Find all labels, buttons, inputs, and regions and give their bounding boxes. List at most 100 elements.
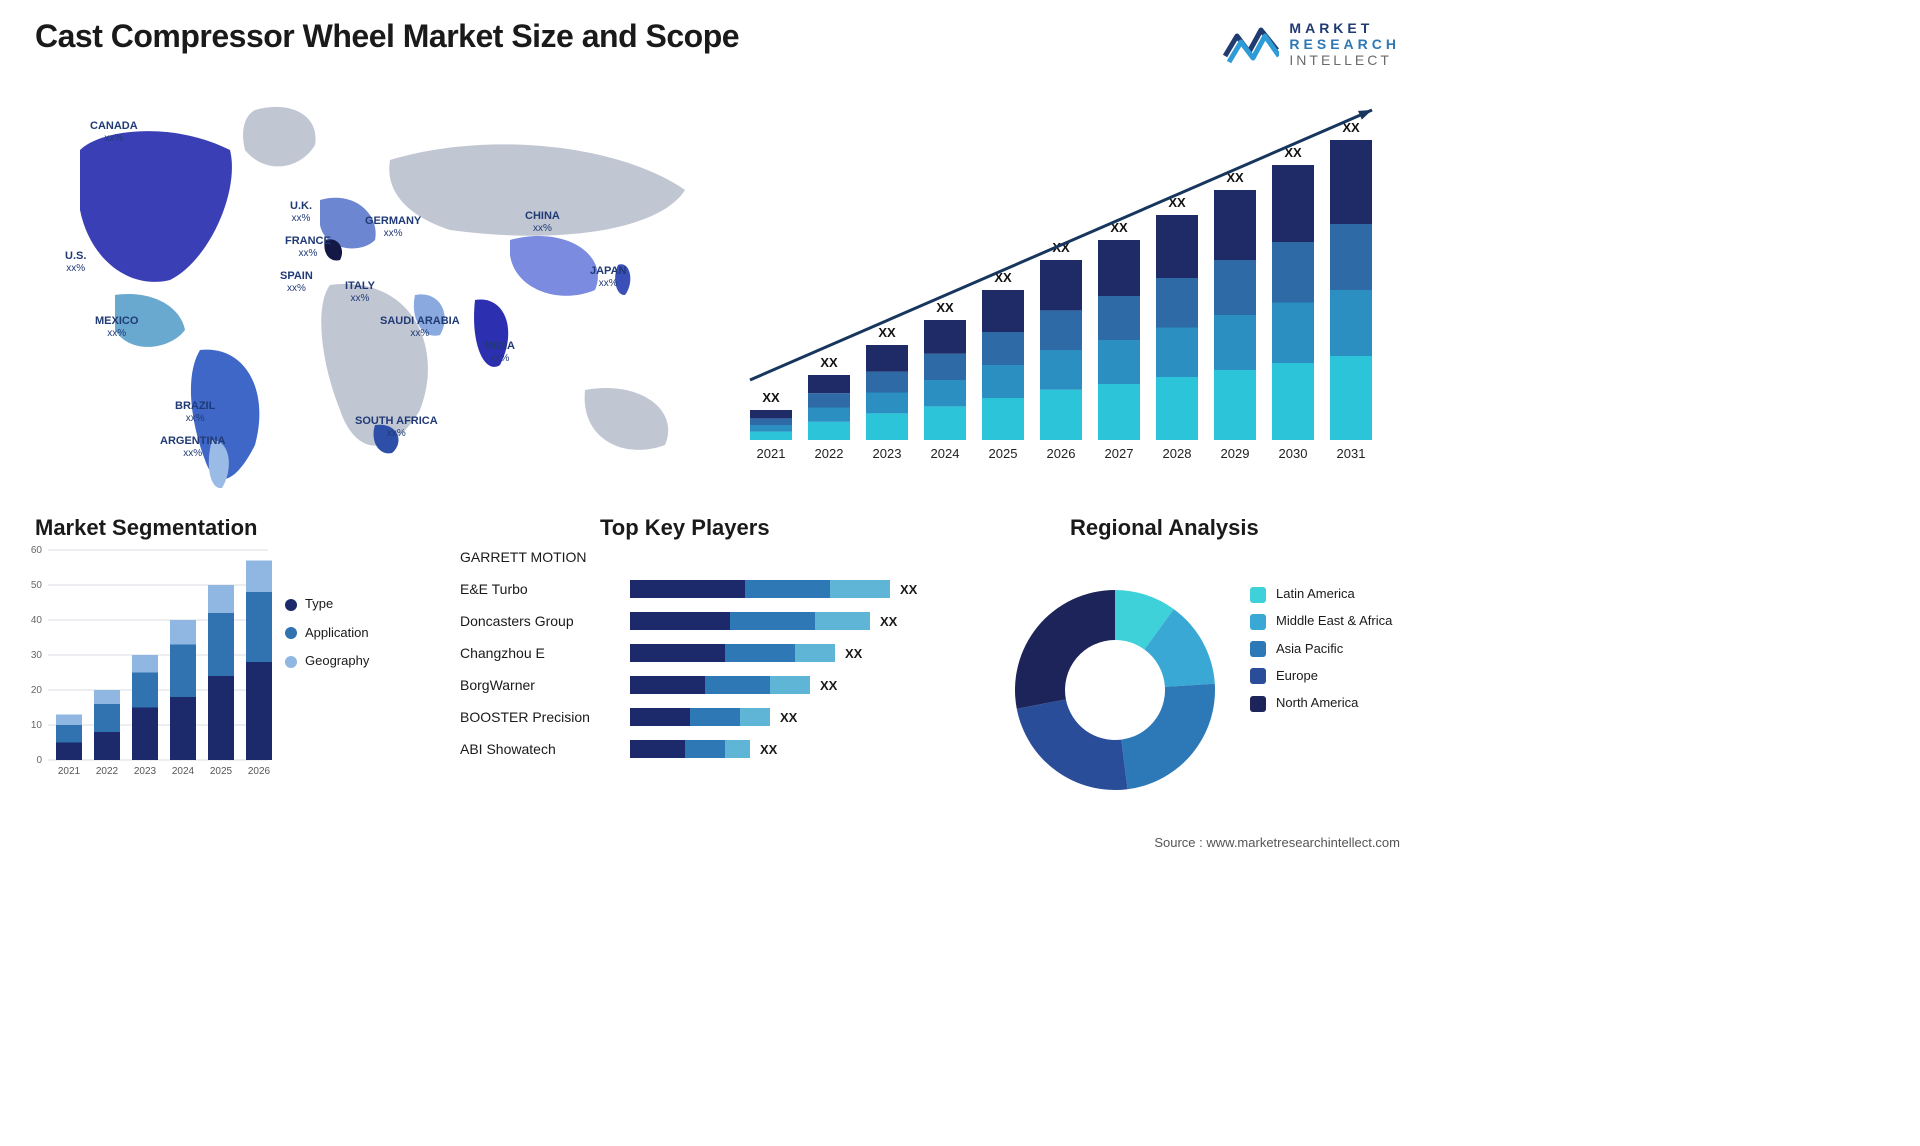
growth-bar	[1272, 165, 1314, 242]
growth-year-label: 2022	[815, 446, 844, 461]
growth-bar	[1040, 260, 1082, 310]
world-map: CANADAxx%U.S.xx%MEXICOxx%BRAZILxx%ARGENT…	[20, 90, 720, 490]
growth-bar	[808, 375, 850, 393]
player-value: XX	[780, 710, 797, 725]
seg-bar	[56, 715, 82, 726]
seg-bar	[246, 561, 272, 593]
player-bar	[630, 708, 770, 726]
player-value: XX	[880, 614, 897, 629]
country-label-spain: SPAINxx%	[280, 270, 313, 294]
player-value: XX	[845, 646, 862, 661]
player-bar-seg	[705, 676, 770, 694]
region-legend-item: Middle East & Africa	[1250, 607, 1392, 634]
growth-bar	[982, 365, 1024, 398]
growth-bar	[1330, 140, 1372, 224]
growth-year-label: 2031	[1337, 446, 1366, 461]
growth-bar	[866, 345, 908, 372]
growth-bar	[1214, 315, 1256, 370]
player-bar-seg	[630, 580, 745, 598]
growth-bar	[1040, 310, 1082, 350]
growth-bar	[866, 372, 908, 393]
seg-xtick: 2021	[58, 766, 81, 777]
seg-bar	[132, 655, 158, 673]
country-label-india: INDIAxx%	[485, 340, 515, 364]
player-bar-seg	[690, 708, 740, 726]
seg-ytick: 60	[31, 545, 43, 556]
growth-year-label: 2026	[1047, 446, 1076, 461]
growth-bar	[924, 406, 966, 440]
country-label-germany: GERMANYxx%	[365, 215, 421, 239]
growth-year-label: 2030	[1279, 446, 1308, 461]
map-region-australia	[585, 388, 669, 450]
player-row: BorgWarner XX	[460, 670, 960, 700]
country-label-u-s-: U.S.xx%	[65, 250, 86, 274]
seg-bar	[56, 725, 82, 743]
player-bar-seg	[630, 612, 730, 630]
growth-bar	[866, 393, 908, 414]
country-label-argentina: ARGENTINAxx%	[160, 435, 225, 459]
logo-mark-icon	[1223, 22, 1279, 66]
growth-chart: XX2021XX2022XX2023XX2024XX2025XX2026XX20…	[740, 100, 1400, 480]
player-bar-seg	[630, 644, 725, 662]
seg-bar	[170, 697, 196, 760]
player-bar	[630, 676, 810, 694]
growth-year-label: 2024	[931, 446, 960, 461]
player-bar-seg	[685, 740, 725, 758]
player-bar-seg	[630, 708, 690, 726]
growth-bar	[1330, 224, 1372, 290]
player-row: Changzhou EXX	[460, 638, 960, 668]
growth-bar	[924, 320, 966, 354]
seg-ytick: 50	[31, 580, 43, 591]
seg-xtick: 2026	[248, 766, 271, 777]
seg-ytick: 10	[31, 720, 43, 731]
region-legend-item: Latin America	[1250, 580, 1392, 607]
player-bar	[630, 612, 870, 630]
players-title: Top Key Players	[600, 515, 770, 541]
player-value: XX	[820, 678, 837, 693]
seg-bar	[208, 676, 234, 760]
growth-bar	[924, 354, 966, 380]
segmentation-chart: 0102030405060202120222023202420252026 Ty…	[20, 540, 400, 820]
player-row: ABI ShowatechXX	[460, 734, 960, 764]
country-label-china: CHINAxx%	[525, 210, 560, 234]
growth-bar	[1098, 384, 1140, 440]
player-bar-seg	[725, 740, 750, 758]
player-name: BorgWarner	[460, 677, 630, 693]
logo-line3: INTELLECT	[1289, 52, 1400, 68]
seg-bar	[94, 732, 120, 760]
player-bar-seg	[730, 612, 815, 630]
region-slice	[1121, 684, 1215, 789]
country-label-saudi-arabia: SAUDI ARABIAxx%	[380, 315, 460, 339]
growth-year-label: 2025	[989, 446, 1018, 461]
player-bar	[630, 580, 890, 598]
player-row: BOOSTER Precision XX	[460, 702, 960, 732]
seg-bar	[94, 690, 120, 704]
growth-bar	[1214, 260, 1256, 315]
map-region-china	[510, 236, 598, 296]
seg-bar	[208, 585, 234, 613]
brand-logo: MARKET RESEARCH INTELLECT	[1223, 20, 1400, 68]
country-label-south-africa: SOUTH AFRICAxx%	[355, 415, 438, 439]
country-label-france: FRANCExx%	[285, 235, 331, 259]
player-bar-seg	[815, 612, 870, 630]
growth-bar	[982, 332, 1024, 365]
growth-year-label: 2023	[873, 446, 902, 461]
seg-bar	[246, 592, 272, 662]
player-row: Doncasters GroupXX	[460, 606, 960, 636]
seg-xtick: 2025	[210, 766, 233, 777]
growth-bar-label: XX	[762, 390, 780, 405]
seg-bar	[94, 704, 120, 732]
segmentation-title: Market Segmentation	[35, 515, 258, 541]
player-name: BOOSTER Precision	[460, 709, 630, 725]
growth-bar	[1098, 296, 1140, 340]
growth-bar	[1156, 278, 1198, 328]
players-header: GARRETT MOTION	[460, 549, 630, 565]
seg-ytick: 0	[36, 755, 42, 766]
growth-bar	[1098, 240, 1140, 296]
player-bar-seg	[630, 676, 705, 694]
seg-bar	[132, 673, 158, 708]
player-bar-seg	[795, 644, 835, 662]
growth-bar	[924, 380, 966, 406]
growth-bar	[1272, 303, 1314, 364]
regional-chart: Latin AmericaMiddle East & AfricaAsia Pa…	[990, 540, 1420, 830]
